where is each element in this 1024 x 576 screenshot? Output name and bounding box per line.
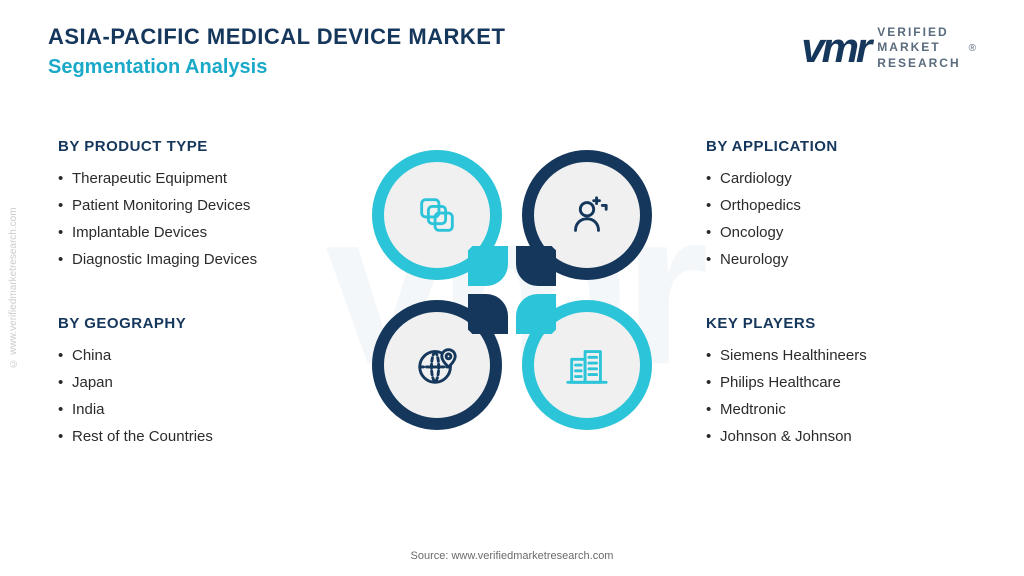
logo-line1: VERIFIED <box>877 25 948 39</box>
globe-pin-icon <box>390 318 484 412</box>
list-item: Implantable Devices <box>58 219 328 246</box>
segment-list: Therapeutic Equipment Patient Monitoring… <box>58 165 328 273</box>
segment-heading: BY APPLICATION <box>706 138 976 155</box>
segment-list: Cardiology Orthopedics Oncology Neurolog… <box>706 165 976 273</box>
list-item: Diagnostic Imaging Devices <box>58 246 328 273</box>
segment-application: BY APPLICATION Cardiology Orthopedics On… <box>706 138 976 273</box>
page-title-sub: Segmentation Analysis <box>48 56 505 79</box>
list-item: India <box>58 396 328 423</box>
list-item: Philips Healthcare <box>706 369 976 396</box>
header: ASIA-PACIFIC MEDICAL DEVICE MARKET Segme… <box>48 24 976 79</box>
logo-registered-icon: ® <box>969 43 976 54</box>
logo-text: VERIFIED MARKET RESEARCH <box>877 25 960 72</box>
list-item: Oncology <box>706 219 976 246</box>
segment-heading: BY GEOGRAPHY <box>58 315 328 332</box>
watermark-side: © www.verifiedmarketresearch.com <box>8 207 19 368</box>
list-item: China <box>58 342 328 369</box>
segment-heading: KEY PLAYERS <box>706 315 976 332</box>
petal-application <box>522 150 652 280</box>
list-item: Neurology <box>706 246 976 273</box>
list-item: Patient Monitoring Devices <box>58 192 328 219</box>
page-title-main: ASIA-PACIFIC MEDICAL DEVICE MARKET <box>48 24 505 50</box>
list-item: Therapeutic Equipment <box>58 165 328 192</box>
petal-key-players <box>522 300 652 430</box>
list-item: Medtronic <box>706 396 976 423</box>
list-item: Rest of the Countries <box>58 423 328 450</box>
title-block: ASIA-PACIFIC MEDICAL DEVICE MARKET Segme… <box>48 24 505 79</box>
brand-logo: vmr VERIFIED MARKET RESEARCH ® <box>801 24 976 72</box>
layers-icon <box>390 168 484 262</box>
logo-line2: MARKET <box>877 40 940 54</box>
segment-key-players: KEY PLAYERS Siemens Healthineers Philips… <box>706 315 976 450</box>
segment-geography: BY GEOGRAPHY China Japan India Rest of t… <box>58 315 328 450</box>
person-icon <box>540 168 634 262</box>
list-item: Orthopedics <box>706 192 976 219</box>
petal-geography <box>372 300 502 430</box>
segment-product-type: BY PRODUCT TYPE Therapeutic Equipment Pa… <box>58 138 328 273</box>
list-item: Japan <box>58 369 328 396</box>
source-citation: Source: www.verifiedmarketresearch.com <box>411 550 614 562</box>
center-petal-graphic <box>372 150 652 430</box>
petal-product-type <box>372 150 502 280</box>
list-item: Cardiology <box>706 165 976 192</box>
list-item: Siemens Healthineers <box>706 342 976 369</box>
segment-heading: BY PRODUCT TYPE <box>58 138 328 155</box>
list-item: Johnson & Johnson <box>706 423 976 450</box>
segment-list: Siemens Healthineers Philips Healthcare … <box>706 342 976 450</box>
buildings-icon <box>540 318 634 412</box>
logo-line3: RESEARCH <box>877 56 960 70</box>
segment-list: China Japan India Rest of the Countries <box>58 342 328 450</box>
logo-mark: vmr <box>801 24 869 72</box>
